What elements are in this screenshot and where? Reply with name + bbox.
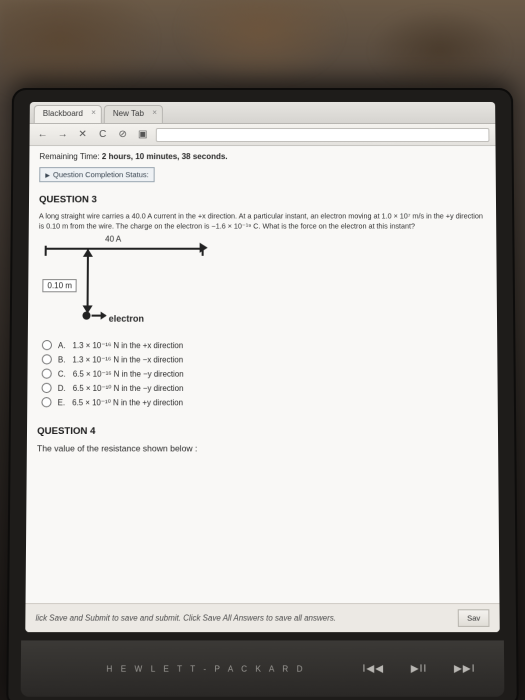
radio-e[interactable] [41, 398, 51, 408]
close-icon[interactable]: × [152, 108, 157, 117]
question-3: QUESTION 3 A long straight wire carries … [37, 194, 487, 408]
timer-prefix: Remaining Time: [39, 152, 99, 161]
radio-c[interactable] [42, 369, 52, 379]
distance-arrow [87, 250, 89, 313]
choice-d[interactable]: D. 6.5 × 10⁻¹⁰ N in the −y direction [42, 383, 488, 393]
prev-track-icon[interactable]: I◀◀ [363, 663, 385, 674]
chevron-right-icon: ▶ [45, 173, 50, 179]
submit-footer: lick Save and Submit to save and submit.… [25, 603, 499, 632]
laptop-brand: H E W L E T T - P A C K A R D [106, 664, 305, 673]
close-icon[interactable]: × [91, 108, 96, 117]
x-icon: ✕ [78, 129, 86, 140]
remaining-time: Remaining Time: 2 hours, 10 minutes, 38 … [29, 146, 495, 165]
stop-button[interactable]: ⊘ [116, 128, 130, 142]
choice-a[interactable]: A. 1.3 × 10⁻¹⁶ N in the +x direction [42, 340, 487, 350]
tab-new[interactable]: New Tab × [104, 105, 163, 123]
choice-text: 6.5 × 10⁻¹⁰ N in the +y direction [72, 398, 183, 407]
wire-current-label: 40 A [105, 235, 121, 244]
tab-label: New Tab [113, 109, 144, 118]
timer-value: 2 hours, 10 minutes, 38 seconds. [102, 152, 228, 161]
next-track-icon[interactable]: ▶▶I [454, 663, 476, 674]
bookmark-icon: ▣ [138, 129, 148, 140]
browser-tab-bar: Blackboard × New Tab × [30, 102, 496, 124]
question-text: A long straight wire carries a 40.0 A cu… [39, 211, 486, 231]
browser-nav-bar: ← → ✕ C ⊘ ▣ [29, 124, 495, 146]
qcs-label: Question Completion Status: [53, 170, 149, 179]
question-completion-status[interactable]: ▶Question Completion Status: [39, 167, 155, 182]
choice-text: 1.3 × 10⁻¹⁶ N in the −x direction [72, 355, 183, 364]
wire-line [45, 248, 204, 250]
tab-label: Blackboard [43, 109, 83, 118]
url-bar[interactable] [156, 128, 490, 142]
choice-b[interactable]: B. 1.3 × 10⁻¹⁶ N in the −x direction [42, 355, 488, 365]
laptop-body: Blackboard × New Tab × ← → ✕ C ⊘ ▣ Remai… [6, 88, 519, 700]
arrow-up-icon [83, 249, 93, 257]
play-pause-icon[interactable]: ▶II [411, 663, 428, 674]
distance-label: 0.10 m [42, 280, 77, 293]
radio-d[interactable] [42, 383, 52, 393]
question-title: QUESTION 3 [39, 194, 486, 205]
choice-e[interactable]: E. 6.5 × 10⁻¹⁰ N in the +y direction [41, 398, 487, 408]
keyboard-strip: H E W L E T T - P A C K A R D I◀◀ ▶II ▶▶… [21, 640, 505, 696]
page-content: Remaining Time: 2 hours, 10 minutes, 38 … [25, 146, 499, 632]
back-icon: ← [38, 129, 48, 140]
choice-key: C. [58, 369, 66, 378]
question-text: The value of the resistance shown below … [37, 444, 488, 454]
radio-b[interactable] [42, 355, 52, 365]
electron-dot-icon [82, 312, 90, 320]
choice-text: 1.3 × 10⁻¹⁶ N in the +x direction [73, 341, 184, 350]
question-title: QUESTION 4 [37, 426, 488, 437]
question-4: QUESTION 4 The value of the resistance s… [37, 426, 488, 454]
media-keys: I◀◀ ▶II ▶▶I [363, 663, 476, 674]
wire-arrow-icon [200, 243, 208, 253]
wire-electron-diagram: 40 A 0.10 m electron [38, 235, 210, 332]
choice-key: A. [58, 341, 66, 350]
laptop-screen: Blackboard × New Tab × ← → ✕ C ⊘ ▣ Remai… [25, 102, 499, 632]
choice-text: 6.5 × 10⁻¹⁶ N in the −y direction [73, 369, 184, 378]
choice-c[interactable]: C. 6.5 × 10⁻¹⁶ N in the −y direction [42, 369, 488, 379]
choice-key: B. [58, 355, 66, 364]
choice-key: D. [58, 384, 66, 393]
answer-choices: A. 1.3 × 10⁻¹⁶ N in the +x direction B. … [41, 340, 487, 407]
tab-blackboard[interactable]: Blackboard × [34, 105, 102, 123]
close-nav-button[interactable]: ✕ [76, 128, 90, 142]
bookmark-button[interactable]: ▣ [136, 128, 150, 142]
reload-icon: C [99, 129, 106, 140]
electron-velocity-arrow-icon [92, 315, 106, 317]
radio-a[interactable] [42, 340, 52, 350]
forward-button[interactable]: → [56, 128, 70, 142]
footer-text: lick Save and Submit to save and submit.… [36, 613, 336, 622]
choice-key: E. [58, 398, 66, 407]
back-button[interactable]: ← [36, 128, 50, 142]
forward-icon: → [58, 129, 68, 140]
electron-label: electron [109, 314, 144, 324]
save-button[interactable]: Sav [458, 609, 490, 627]
reload-button[interactable]: C [96, 128, 110, 142]
choice-text: 6.5 × 10⁻¹⁰ N in the −y direction [73, 384, 184, 393]
stop-icon: ⊘ [119, 129, 127, 140]
